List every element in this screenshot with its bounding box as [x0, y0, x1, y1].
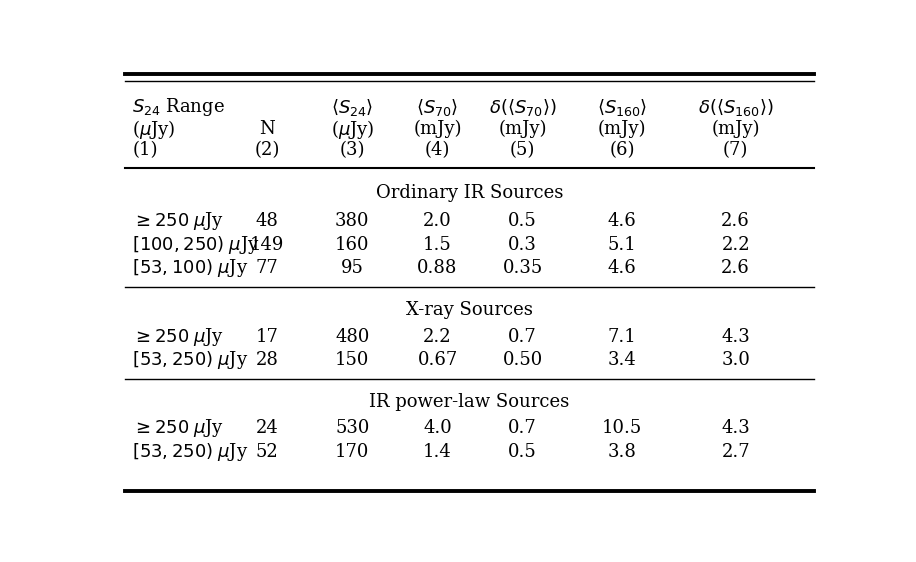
Text: 0.88: 0.88	[418, 259, 458, 277]
Text: X-ray Sources: X-ray Sources	[406, 301, 533, 319]
Text: 0.3: 0.3	[508, 235, 537, 253]
Text: $S_{24}$ Range: $S_{24}$ Range	[132, 97, 225, 119]
Text: $[53, 250)\;\mu$Jy: $[53, 250)\;\mu$Jy	[132, 349, 248, 371]
Text: 0.7: 0.7	[508, 419, 537, 437]
Text: 1.5: 1.5	[423, 235, 452, 253]
Text: 0.35: 0.35	[503, 259, 543, 277]
Text: (mJy): (mJy)	[598, 120, 647, 138]
Text: 95: 95	[341, 259, 364, 277]
Text: (mJy): (mJy)	[498, 120, 547, 138]
Text: ($\mu$Jy): ($\mu$Jy)	[331, 117, 374, 140]
Text: 150: 150	[335, 351, 369, 369]
Text: 2.0: 2.0	[423, 212, 452, 230]
Text: 3.4: 3.4	[607, 351, 637, 369]
Text: 0.5: 0.5	[508, 212, 537, 230]
Text: 3.0: 3.0	[721, 351, 750, 369]
Text: 530: 530	[335, 419, 369, 437]
Text: 77: 77	[256, 259, 278, 277]
Text: 0.50: 0.50	[503, 351, 543, 369]
Text: 2.6: 2.6	[721, 259, 750, 277]
Text: (mJy): (mJy)	[712, 120, 760, 138]
Text: 170: 170	[335, 443, 369, 461]
Text: $\geq 250\;\mu$Jy: $\geq 250\;\mu$Jy	[132, 210, 224, 233]
Text: 4.3: 4.3	[721, 328, 750, 346]
Text: (5): (5)	[510, 141, 535, 159]
Text: 5.1: 5.1	[607, 235, 637, 253]
Text: 4.6: 4.6	[607, 259, 637, 277]
Text: (4): (4)	[425, 141, 450, 159]
Text: 10.5: 10.5	[602, 419, 642, 437]
Text: 17: 17	[256, 328, 278, 346]
Text: $\delta(\langle S_{160}\rangle)$: $\delta(\langle S_{160}\rangle)$	[698, 97, 773, 118]
Text: 380: 380	[335, 212, 369, 230]
Text: (1): (1)	[132, 141, 158, 159]
Text: 52: 52	[256, 443, 278, 461]
Text: 2.7: 2.7	[722, 443, 750, 461]
Text: 0.5: 0.5	[508, 443, 537, 461]
Text: $\langle S_{160}\rangle$: $\langle S_{160}\rangle$	[597, 97, 648, 118]
Text: 2.2: 2.2	[722, 235, 750, 253]
Text: Ordinary IR Sources: Ordinary IR Sources	[376, 184, 563, 202]
Text: ($\mu$Jy): ($\mu$Jy)	[132, 117, 176, 140]
Text: 4.6: 4.6	[607, 212, 637, 230]
Text: 2.6: 2.6	[721, 212, 750, 230]
Text: 160: 160	[335, 235, 369, 253]
Text: 0.7: 0.7	[508, 328, 537, 346]
Text: 0.67: 0.67	[418, 351, 458, 369]
Text: 3.8: 3.8	[607, 443, 637, 461]
Text: $\langle S_{70}\rangle$: $\langle S_{70}\rangle$	[416, 97, 459, 118]
Text: 1.4: 1.4	[423, 443, 452, 461]
Text: $[100, 250)\;\mu$Jy: $[100, 250)\;\mu$Jy	[132, 234, 260, 256]
Text: $\langle S_{24}\rangle$: $\langle S_{24}\rangle$	[331, 97, 374, 118]
Text: (6): (6)	[609, 141, 635, 159]
Text: $\delta(\langle S_{70}\rangle)$: $\delta(\langle S_{70}\rangle)$	[489, 97, 556, 118]
Text: 24: 24	[256, 419, 278, 437]
Text: 149: 149	[250, 235, 284, 253]
Text: 28: 28	[256, 351, 278, 369]
Text: $[53, 100)\;\mu$Jy: $[53, 100)\;\mu$Jy	[132, 257, 248, 279]
Text: (2): (2)	[255, 141, 279, 159]
Text: IR power-law Sources: IR power-law Sources	[369, 393, 570, 411]
Text: $\geq 250\;\mu$Jy: $\geq 250\;\mu$Jy	[132, 417, 224, 439]
Text: 7.1: 7.1	[607, 328, 637, 346]
Text: (mJy): (mJy)	[413, 120, 462, 138]
Text: 480: 480	[335, 328, 369, 346]
Text: N: N	[259, 120, 275, 138]
Text: (7): (7)	[723, 141, 748, 159]
Text: 48: 48	[256, 212, 278, 230]
Text: $[53, 250)\;\mu$Jy: $[53, 250)\;\mu$Jy	[132, 441, 248, 464]
Text: 4.0: 4.0	[423, 419, 452, 437]
Text: 2.2: 2.2	[423, 328, 452, 346]
Text: (3): (3)	[340, 141, 365, 159]
Text: $\geq 250\;\mu$Jy: $\geq 250\;\mu$Jy	[132, 326, 224, 348]
Text: 4.3: 4.3	[721, 419, 750, 437]
